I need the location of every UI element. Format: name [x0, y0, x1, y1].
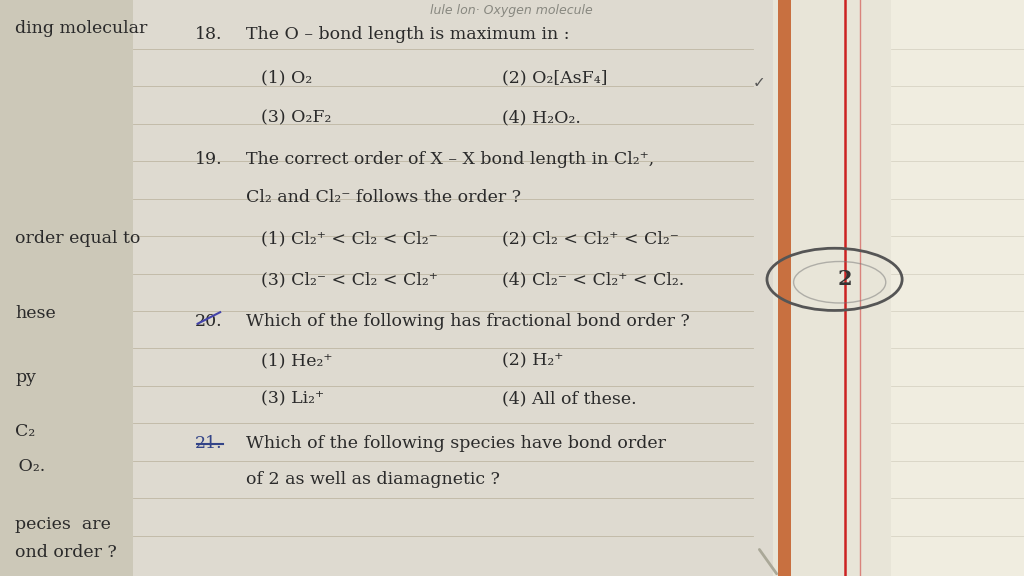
- Text: (2) O₂[AsF₄]: (2) O₂[AsF₄]: [502, 69, 607, 86]
- Text: order equal to: order equal to: [15, 230, 140, 248]
- Text: py: py: [15, 369, 37, 386]
- Bar: [891, 0, 1024, 576]
- Text: (1) Cl₂⁺ < Cl₂ < Cl₂⁻: (1) Cl₂⁺ < Cl₂ < Cl₂⁻: [261, 230, 438, 248]
- Text: (3) Li₂⁺: (3) Li₂⁺: [261, 391, 325, 408]
- Text: (4) All of these.: (4) All of these.: [502, 391, 636, 408]
- Text: (4) Cl₂⁻ < Cl₂⁺ < Cl₂.: (4) Cl₂⁻ < Cl₂⁺ < Cl₂.: [502, 272, 684, 289]
- Text: (2) H₂⁺: (2) H₂⁺: [502, 353, 563, 370]
- Text: of 2 as well as diamagnetic ?: of 2 as well as diamagnetic ?: [246, 471, 500, 488]
- Text: C₂: C₂: [15, 423, 36, 441]
- Text: ✓: ✓: [753, 75, 765, 90]
- Text: 21.: 21.: [195, 435, 222, 452]
- Bar: [778, 0, 791, 576]
- Bar: [891, 0, 1024, 576]
- Text: Which of the following has fractional bond order ?: Which of the following has fractional bo…: [246, 313, 689, 331]
- Text: (1) O₂: (1) O₂: [261, 69, 312, 86]
- Text: 19.: 19.: [195, 151, 222, 168]
- Text: (3) O₂F₂: (3) O₂F₂: [261, 109, 332, 127]
- Text: 20.: 20.: [195, 313, 222, 331]
- Text: Cl₂ and Cl₂⁻ follows the order ?: Cl₂ and Cl₂⁻ follows the order ?: [246, 189, 521, 206]
- Text: (3) Cl₂⁻ < Cl₂ < Cl₂⁺: (3) Cl₂⁻ < Cl₂ < Cl₂⁺: [261, 272, 438, 289]
- Bar: [773, 0, 891, 576]
- Text: 2: 2: [838, 270, 852, 289]
- Text: hese: hese: [15, 305, 56, 323]
- Text: (4) H₂O₂.: (4) H₂O₂.: [502, 109, 581, 127]
- Text: O₂.: O₂.: [15, 458, 46, 475]
- Bar: [133, 0, 778, 576]
- Text: The O – bond length is maximum in :: The O – bond length is maximum in :: [246, 26, 569, 43]
- Text: (2) Cl₂ < Cl₂⁺ < Cl₂⁻: (2) Cl₂ < Cl₂⁺ < Cl₂⁻: [502, 230, 679, 248]
- Text: ding molecular: ding molecular: [15, 20, 147, 37]
- Text: 18.: 18.: [195, 26, 222, 43]
- Text: (1) He₂⁺: (1) He₂⁺: [261, 353, 333, 370]
- Bar: [0, 0, 133, 576]
- Text: lule lon· Oxygen molecule: lule lon· Oxygen molecule: [430, 4, 593, 17]
- Text: The correct order of X – X bond length in Cl₂⁺,: The correct order of X – X bond length i…: [246, 151, 654, 168]
- Text: ond order ?: ond order ?: [15, 544, 117, 562]
- Text: pecies  are: pecies are: [15, 516, 112, 533]
- Text: Which of the following species have bond order: Which of the following species have bond…: [246, 435, 666, 452]
- FancyArrowPatch shape: [760, 550, 776, 574]
